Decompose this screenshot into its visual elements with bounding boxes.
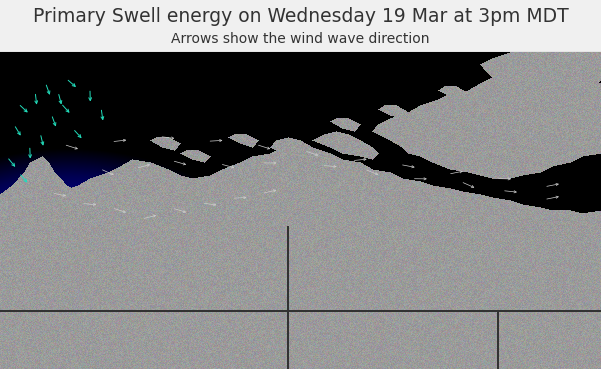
Text: Arrows show the wind wave direction: Arrows show the wind wave direction	[171, 32, 430, 46]
Text: Primary Swell energy on Wednesday 19 Mar at 3pm MDT: Primary Swell energy on Wednesday 19 Mar…	[32, 7, 569, 26]
